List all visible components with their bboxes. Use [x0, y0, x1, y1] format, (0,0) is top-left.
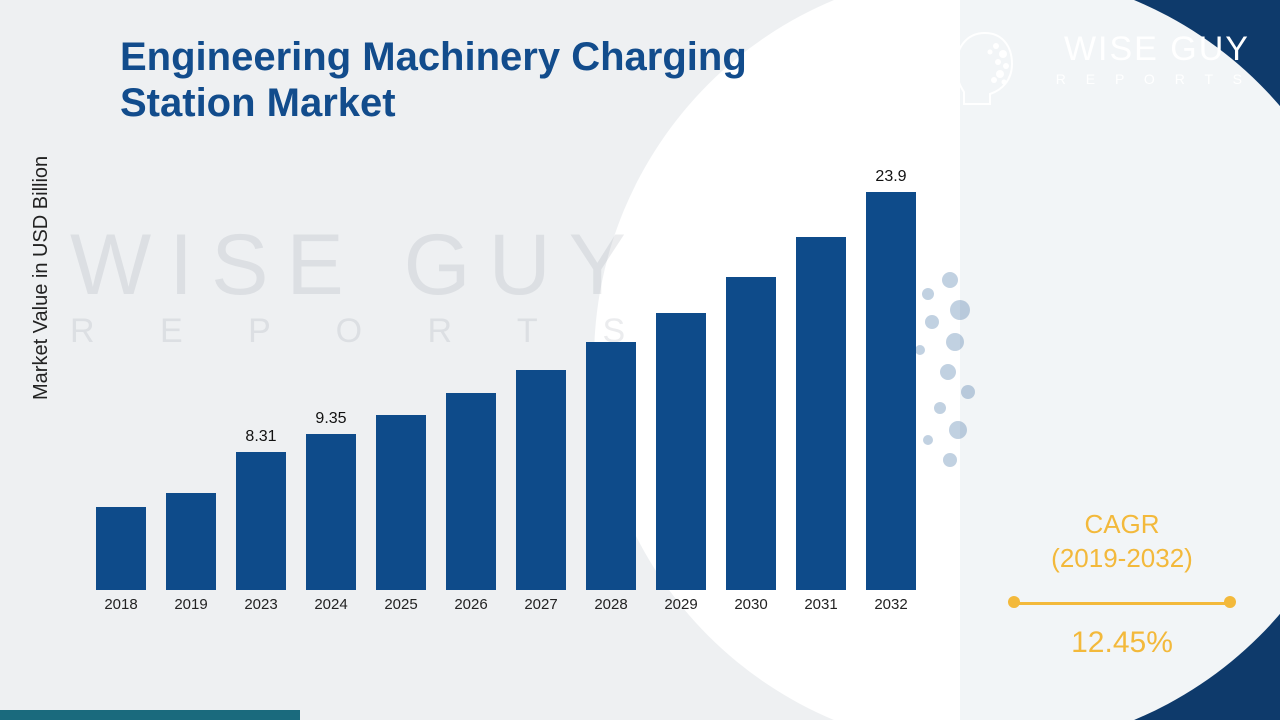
bar: [866, 192, 916, 590]
y-axis-label: Market Value in USD Billion: [30, 156, 53, 400]
logo: WISE GUY R E P O R T S: [1056, 30, 1250, 87]
bar: [166, 493, 216, 590]
cagr-title: CAGR (2019-2032): [1002, 508, 1242, 576]
x-tick-label: 2026: [454, 596, 487, 613]
x-tick-label: 2029: [664, 596, 697, 613]
chart-title: Engineering Machinery Charging Station M…: [120, 34, 820, 126]
cagr-value: 12.45%: [1002, 626, 1242, 660]
cagr-block: CAGR (2019-2032) 12.45%: [1002, 508, 1242, 660]
x-tick-label: 2024: [314, 596, 347, 613]
x-tick-label: 2030: [734, 596, 767, 613]
bar: [796, 237, 846, 590]
stage: WISE GUY R E P O R T S Engineering Machi…: [0, 0, 1280, 720]
bar-value-label: 23.9: [875, 168, 906, 186]
bar: [446, 393, 496, 590]
chart: 8.319.3523.9 201820192023202420252026202…: [70, 190, 910, 620]
cagr-divider: [1002, 590, 1242, 614]
bar: [586, 342, 636, 590]
cagr-line: [1012, 602, 1232, 605]
logo-sub: R E P O R T S: [1056, 71, 1250, 87]
x-tick-label: 2018: [104, 596, 137, 613]
x-tick-label: 2025: [384, 596, 417, 613]
cagr-dot-right: [1224, 596, 1236, 608]
cagr-title-line1: CAGR: [1084, 509, 1159, 539]
x-tick-label: 2019: [174, 596, 207, 613]
x-tick-label: 2032: [874, 596, 907, 613]
x-axis: 2018 2019 2023 2024 2025 2026 2027 2028 2029 2030…: [90, 590, 910, 620]
logo-main: WISE GUY: [1056, 30, 1250, 69]
bar: [516, 370, 566, 590]
bar: [96, 507, 146, 590]
bottom-accent-bar: [0, 710, 300, 720]
plot-area: 8.319.3523.9: [90, 190, 910, 590]
x-tick-label: 2028: [594, 596, 627, 613]
bar: [376, 415, 426, 590]
bar-value-label: 8.31: [245, 428, 276, 446]
x-tick-label: 2023: [244, 596, 277, 613]
x-tick-label: 2031: [804, 596, 837, 613]
x-tick-label: 2027: [524, 596, 557, 613]
logo-head-icon: [950, 28, 1020, 108]
cagr-title-line2: (2019-2032): [1051, 543, 1193, 573]
bar: [236, 452, 286, 591]
bar: [726, 277, 776, 590]
bar: [656, 313, 706, 590]
bar-value-label: 9.35: [315, 410, 346, 428]
cagr-dot-left: [1008, 596, 1020, 608]
bar: [306, 434, 356, 590]
